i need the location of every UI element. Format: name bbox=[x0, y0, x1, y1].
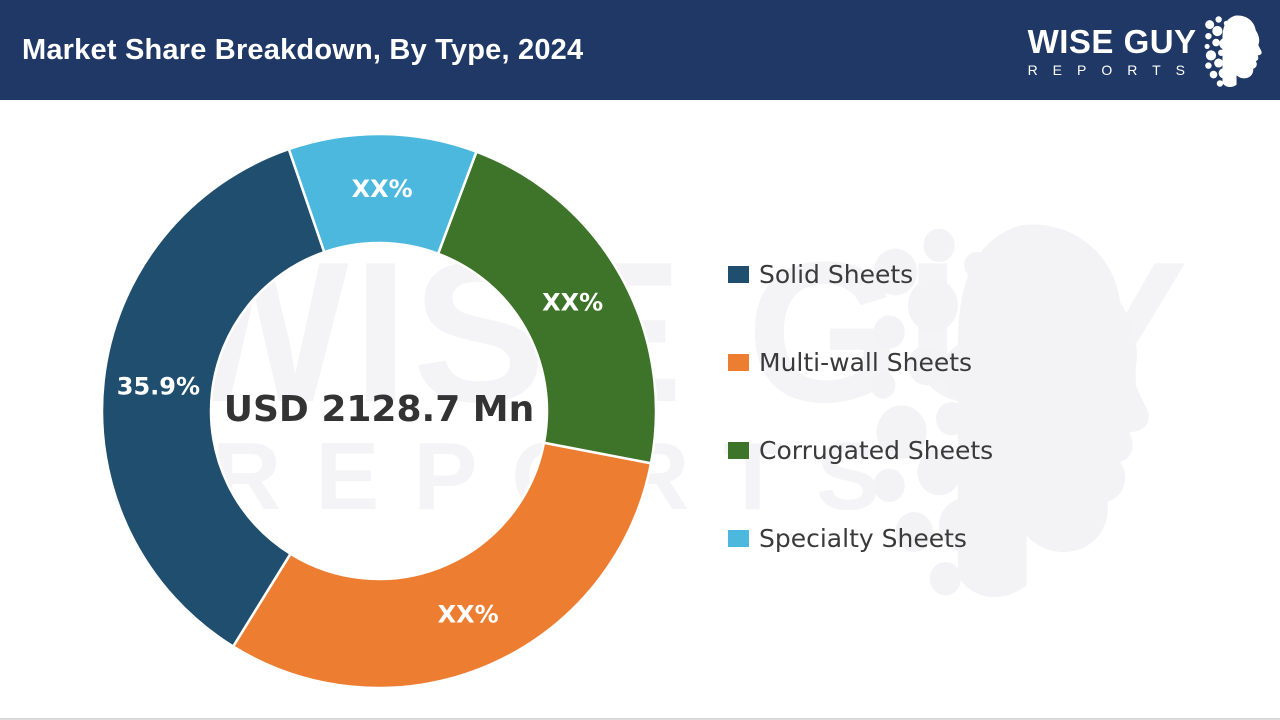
legend-label: Multi-wall Sheets bbox=[759, 347, 973, 377]
logo-text: WISE GUY REPORTS bbox=[1027, 22, 1200, 78]
legend-label: Specialty Sheets bbox=[759, 523, 967, 553]
slice-label-multi-wall-sheets: XX% bbox=[438, 600, 499, 628]
slice-label-solid-sheets: 35.9% bbox=[117, 372, 200, 400]
wiseguy-logo: WISE GUY REPORTS bbox=[1028, 10, 1266, 92]
page-title: Market Share Breakdown, By Type, 2024 bbox=[22, 33, 584, 66]
header-bar: Market Share Breakdown, By Type, 2024 WI… bbox=[0, 0, 1280, 100]
legend-item-multi-wall-sheets: Multi-wall Sheets bbox=[728, 347, 993, 377]
legend: Solid Sheets Multi-wall Sheets Corrugate… bbox=[728, 259, 994, 553]
donut-slice-specialty-sheets bbox=[287, 132, 478, 255]
chart-area: WISE GUY REPORTS 35.9%XX%XX%XX% USD 2128… bbox=[0, 100, 1280, 720]
legend-item-corrugated-sheets: Corrugated Sheets bbox=[728, 435, 994, 465]
legend-swatch-solid-sheets bbox=[728, 265, 749, 283]
legend-label: Solid Sheets bbox=[759, 259, 914, 289]
donut-center-value: USD 2128.7 Mn bbox=[224, 389, 534, 430]
donut-svg: 35.9% XX% XX% XX% USD 2128.7 Mn bbox=[100, 132, 658, 690]
legend-item-solid-sheets: Solid Sheets bbox=[728, 259, 993, 289]
donut-slice-multi-wall-sheets bbox=[231, 441, 653, 690]
logo-subtitle: REPORTS bbox=[1027, 61, 1200, 78]
slice-label-specialty-sheets: XX% bbox=[352, 175, 413, 203]
logo-wordmark: WISE GUY bbox=[1027, 22, 1197, 60]
legend-swatch-corrugated-sheets bbox=[728, 441, 749, 459]
donut-chart: 35.9% XX% XX% XX% USD 2128.7 Mn bbox=[99, 131, 659, 691]
donut-slice-solid-sheets bbox=[100, 147, 326, 648]
legend-item-specialty-sheets: Specialty Sheets bbox=[728, 523, 993, 553]
slice-label-corrugated-sheets: XX% bbox=[542, 289, 603, 317]
legend-swatch-multi-wall-sheets bbox=[728, 353, 749, 371]
legend-label: Corrugated Sheets bbox=[759, 435, 994, 465]
legend-swatch-specialty-sheets bbox=[728, 529, 749, 547]
bottom-border bbox=[0, 718, 1280, 720]
donut-slice-corrugated-sheets bbox=[436, 150, 658, 465]
logo-face-icon bbox=[1204, 14, 1262, 87]
